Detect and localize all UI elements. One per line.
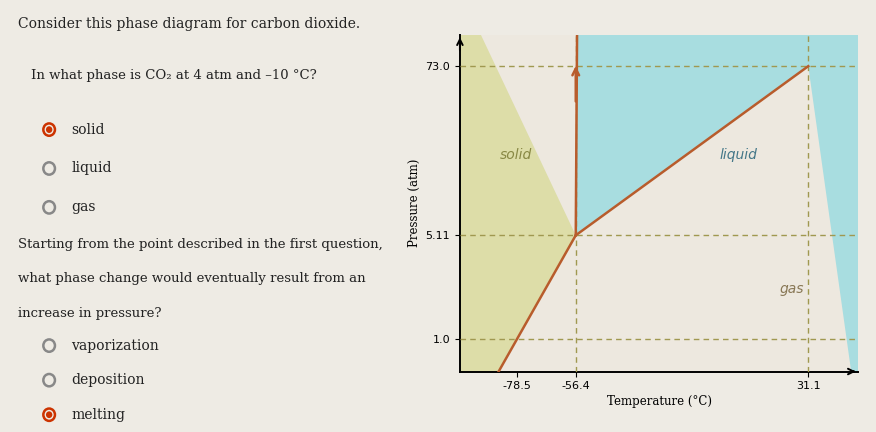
Ellipse shape [46,126,53,133]
Text: melting: melting [72,408,125,422]
Text: what phase change would eventually result from an: what phase change would eventually resul… [18,272,365,285]
Text: solid: solid [72,123,105,137]
Text: deposition: deposition [72,373,145,387]
Polygon shape [576,0,872,432]
X-axis label: Temperature (°C): Temperature (°C) [607,395,711,408]
Text: gas: gas [72,200,96,214]
Text: liquid: liquid [720,148,758,162]
Text: solid: solid [499,148,532,162]
Y-axis label: Pressure (atm): Pressure (atm) [408,159,421,247]
Ellipse shape [46,411,53,418]
Text: increase in pressure?: increase in pressure? [18,307,161,320]
Text: Starting from the point described in the first question,: Starting from the point described in the… [18,238,383,251]
Text: gas: gas [780,282,804,296]
Polygon shape [460,0,577,432]
Text: In what phase is CO₂ at 4 atm and –10 °C?: In what phase is CO₂ at 4 atm and –10 °C… [32,69,317,82]
Text: vaporization: vaporization [72,339,159,353]
Text: liquid: liquid [72,162,112,175]
Text: Consider this phase diagram for carbon dioxide.: Consider this phase diagram for carbon d… [18,17,360,31]
